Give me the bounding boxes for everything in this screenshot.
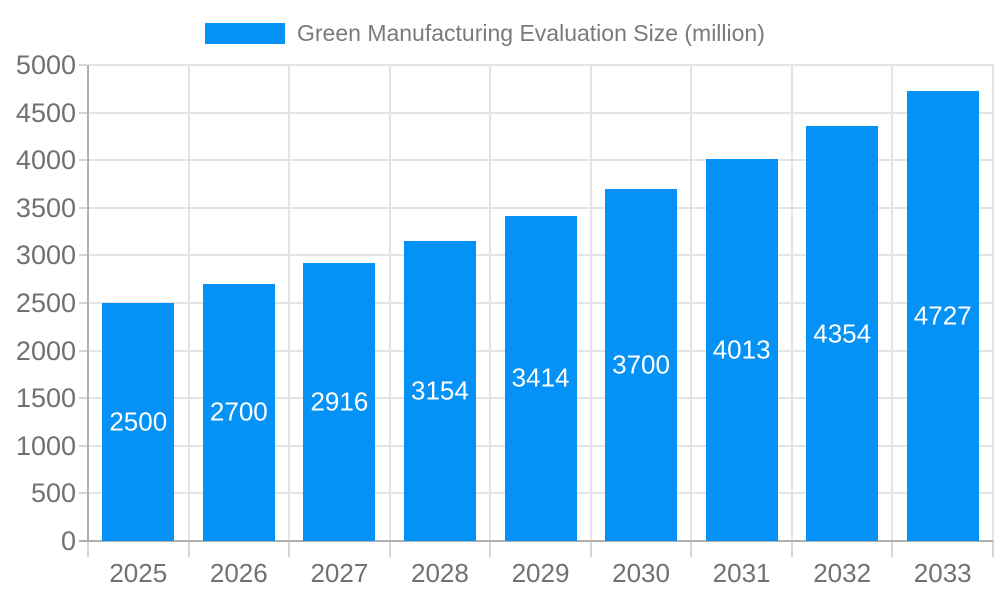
bar-value-label: 3700 [612,349,670,380]
x-axis-label: 2028 [411,558,469,588]
v-gridline [489,65,492,541]
x-axis-label: 2025 [109,558,168,588]
y-axis-label: 1500 [15,383,76,414]
x-axis-tick [87,541,89,557]
legend-label: Green Manufacturing Evaluation Size (mil… [297,20,765,46]
h-gridline [88,206,993,209]
v-gridline [187,65,190,541]
y-axis-label: 2500 [15,288,76,318]
bar[interactable]: 2916 [303,263,376,541]
bar-value-label: 4013 [712,334,771,365]
v-gridline [388,65,391,541]
h-gridline [88,64,993,66]
bar-value-label: 2500 [109,406,168,437]
y-axis-tick [79,206,87,209]
x-axis-label: 2030 [612,558,670,588]
x-axis-label: 2027 [310,558,369,588]
y-axis-tick [79,254,87,257]
v-gridline [891,65,894,541]
y-axis-tick [79,444,87,447]
bar[interactable]: 4354 [806,126,879,541]
y-axis-label: 3500 [15,192,76,223]
y-axis-line [87,65,89,541]
v-gridline [992,65,994,541]
v-gridline [589,65,592,541]
y-axis-label: 4000 [15,145,76,176]
v-gridline [690,65,693,541]
x-axis-tick [187,541,190,557]
y-axis-label: 3000 [15,240,76,271]
x-axis-tick [790,541,793,557]
y-axis-label: 2000 [15,335,76,366]
x-axis-tick [388,541,391,557]
h-gridline [88,159,993,162]
y-axis-label: 1000 [15,430,76,461]
x-axis-tick [690,541,693,557]
bar-value-label: 2700 [209,396,268,427]
bar-value-label: 3154 [411,375,469,406]
x-axis-tick [489,541,492,557]
y-axis-tick [79,492,87,495]
x-axis-label: 2031 [712,558,771,588]
y-axis-label: 500 [30,478,76,509]
bar-value-label: 3414 [511,362,570,393]
v-gridline [288,65,291,541]
x-axis-tick [288,541,291,557]
bar-value-label: 4354 [813,318,872,349]
bar[interactable]: 3154 [403,240,476,541]
y-axis-tick [79,159,87,162]
x-axis-line [79,540,993,542]
x-axis-tick [891,541,894,557]
legend-swatch-icon [205,22,285,44]
bar[interactable]: 2500 [102,303,175,541]
bar[interactable]: 2700 [202,283,275,541]
legend-item[interactable]: Green Manufacturing Evaluation Size (mil… [205,19,765,47]
y-axis-tick [79,397,87,400]
x-axis-label: 2026 [209,558,268,588]
x-axis-tick [992,541,994,557]
bar[interactable]: 3700 [605,188,678,541]
x-axis-label: 2029 [511,558,570,588]
y-axis-tick [79,64,87,66]
v-gridline [790,65,793,541]
x-axis-label: 2033 [913,558,972,588]
bar[interactable]: 3414 [504,215,577,541]
y-axis-tick [79,302,87,304]
bar-value-label: 4727 [913,300,972,331]
y-axis-tick [79,111,87,114]
bar[interactable]: 4013 [705,158,778,541]
bar[interactable]: 4727 [906,90,979,541]
y-axis-tick [79,349,87,352]
y-axis-label: 5000 [15,50,76,80]
bar-value-label: 2916 [310,386,369,417]
y-axis-label: 4500 [15,97,76,128]
y-axis-label: 0 [60,526,76,556]
x-axis-label: 2032 [813,558,872,588]
h-gridline [88,111,993,114]
x-axis-tick [589,541,592,557]
